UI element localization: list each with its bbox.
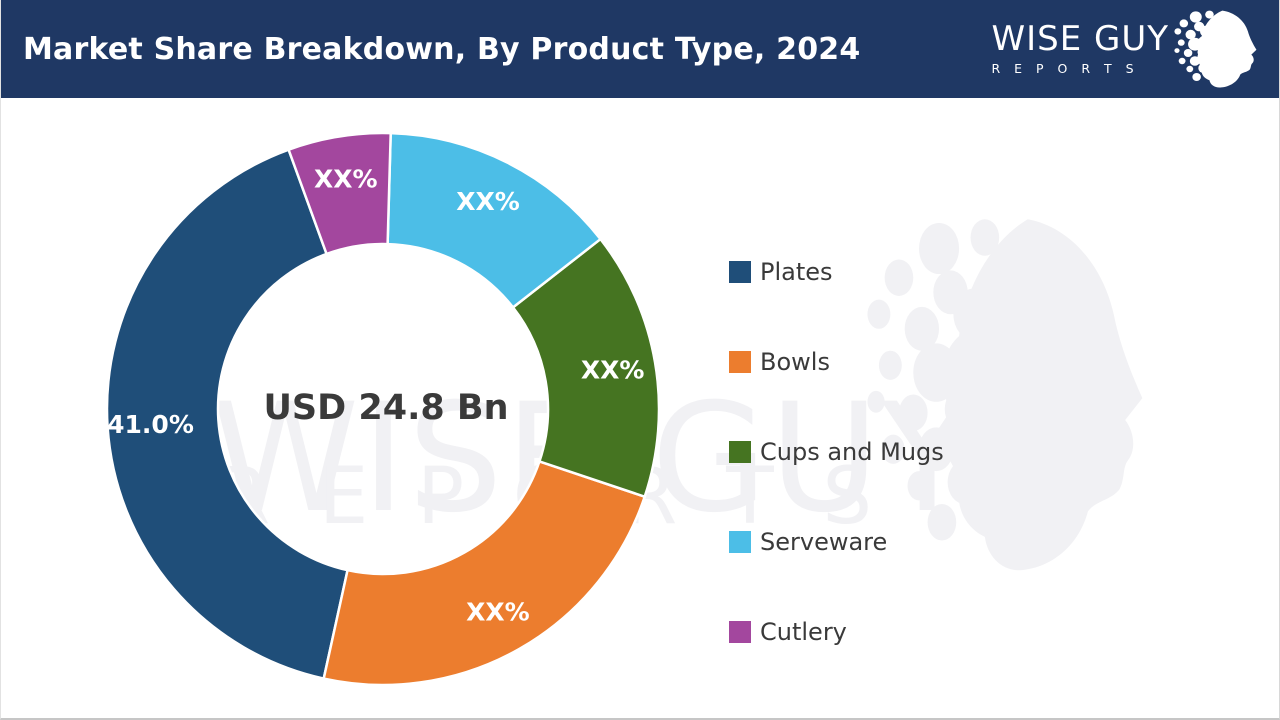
header: Market Share Breakdown, By Product Type,… [1,0,1279,98]
legend-item-bowls: Bowls [729,349,944,375]
legend-label: Cups and Mugs [760,438,944,466]
legend-item-plates: Plates [729,259,944,285]
page-title: Market Share Breakdown, By Product Type,… [23,31,861,67]
chart-legend: Plates Bowls Cups and Mugs Serveware Cutlery [729,259,944,645]
legend-swatch [729,531,751,553]
pie-slice-bowls [322,459,647,687]
brand-face-icon [1171,9,1265,89]
slice-label-cutlery: XX% [314,165,378,194]
logo-subtext: R E P O R T S [991,60,1139,76]
slice-label-serveware: XX% [456,187,520,216]
legend-label: Serveware [760,528,888,556]
logo-wordmark: WISE GUY [991,19,1169,60]
legend-item-cutlery: Cutlery [729,619,944,645]
chart-area: WISE GUY R E P O R T S 41.0%XX%XX%XX%XX%… [1,98,1280,718]
pie-slice-cutlery [286,131,392,256]
legend-swatch [729,261,751,283]
legend-swatch [729,441,751,463]
legend-swatch [729,351,751,373]
slice-label-plates: 41.0% [107,410,194,439]
pie-slice-plates [105,148,350,681]
slice-label-cups-and-mugs: XX% [581,355,645,384]
legend-label: Plates [760,258,833,286]
brand-logo: WISE GUY R E P O R T S [991,9,1265,89]
donut-center-value: USD 24.8 Bn [263,388,509,428]
legend-item-serveware: Serveware [729,529,944,555]
legend-item-cups-and-mugs: Cups and Mugs [729,439,944,465]
legend-swatch [729,621,751,643]
legend-label: Cutlery [760,618,847,646]
brand-logo-text: WISE GUY R E P O R T S [991,19,1169,76]
legend-label: Bowls [760,348,830,376]
slice-label-bowls: XX% [466,597,530,626]
donut-chart: 41.0% XX% XX% XX% XX% [105,131,661,687]
